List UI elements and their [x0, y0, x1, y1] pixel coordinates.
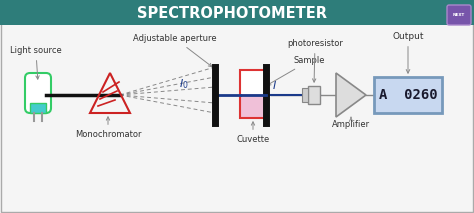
FancyBboxPatch shape [447, 5, 471, 25]
Text: photoresistor: photoresistor [287, 39, 343, 82]
Bar [302, 88, 308, 102]
Text: SPECTROPHOTOMETER: SPECTROPHOTOMETER [137, 6, 327, 20]
FancyBboxPatch shape [25, 73, 51, 113]
Bar [30, 103, 46, 113]
Bar [308, 86, 320, 104]
Bar [0, 0, 474, 25]
Text: Output: Output [392, 32, 424, 73]
Bar [240, 94, 266, 118]
Bar [240, 70, 266, 94]
Text: $I_0$: $I_0$ [179, 77, 189, 91]
Text: NEXT: NEXT [453, 13, 465, 17]
Text: Monochromator: Monochromator [75, 117, 141, 139]
Text: Sample: Sample [267, 56, 326, 85]
Text: A  0260: A 0260 [379, 88, 438, 102]
Bar [240, 70, 266, 118]
Bar [374, 77, 442, 113]
Text: $I$: $I$ [272, 79, 276, 91]
Text: Amplifier: Amplifier [332, 117, 370, 129]
Polygon shape [336, 73, 366, 117]
Text: Light source: Light source [10, 46, 62, 79]
Text: Cuvette: Cuvette [237, 122, 270, 144]
Text: Adjustable aperture: Adjustable aperture [133, 34, 217, 67]
